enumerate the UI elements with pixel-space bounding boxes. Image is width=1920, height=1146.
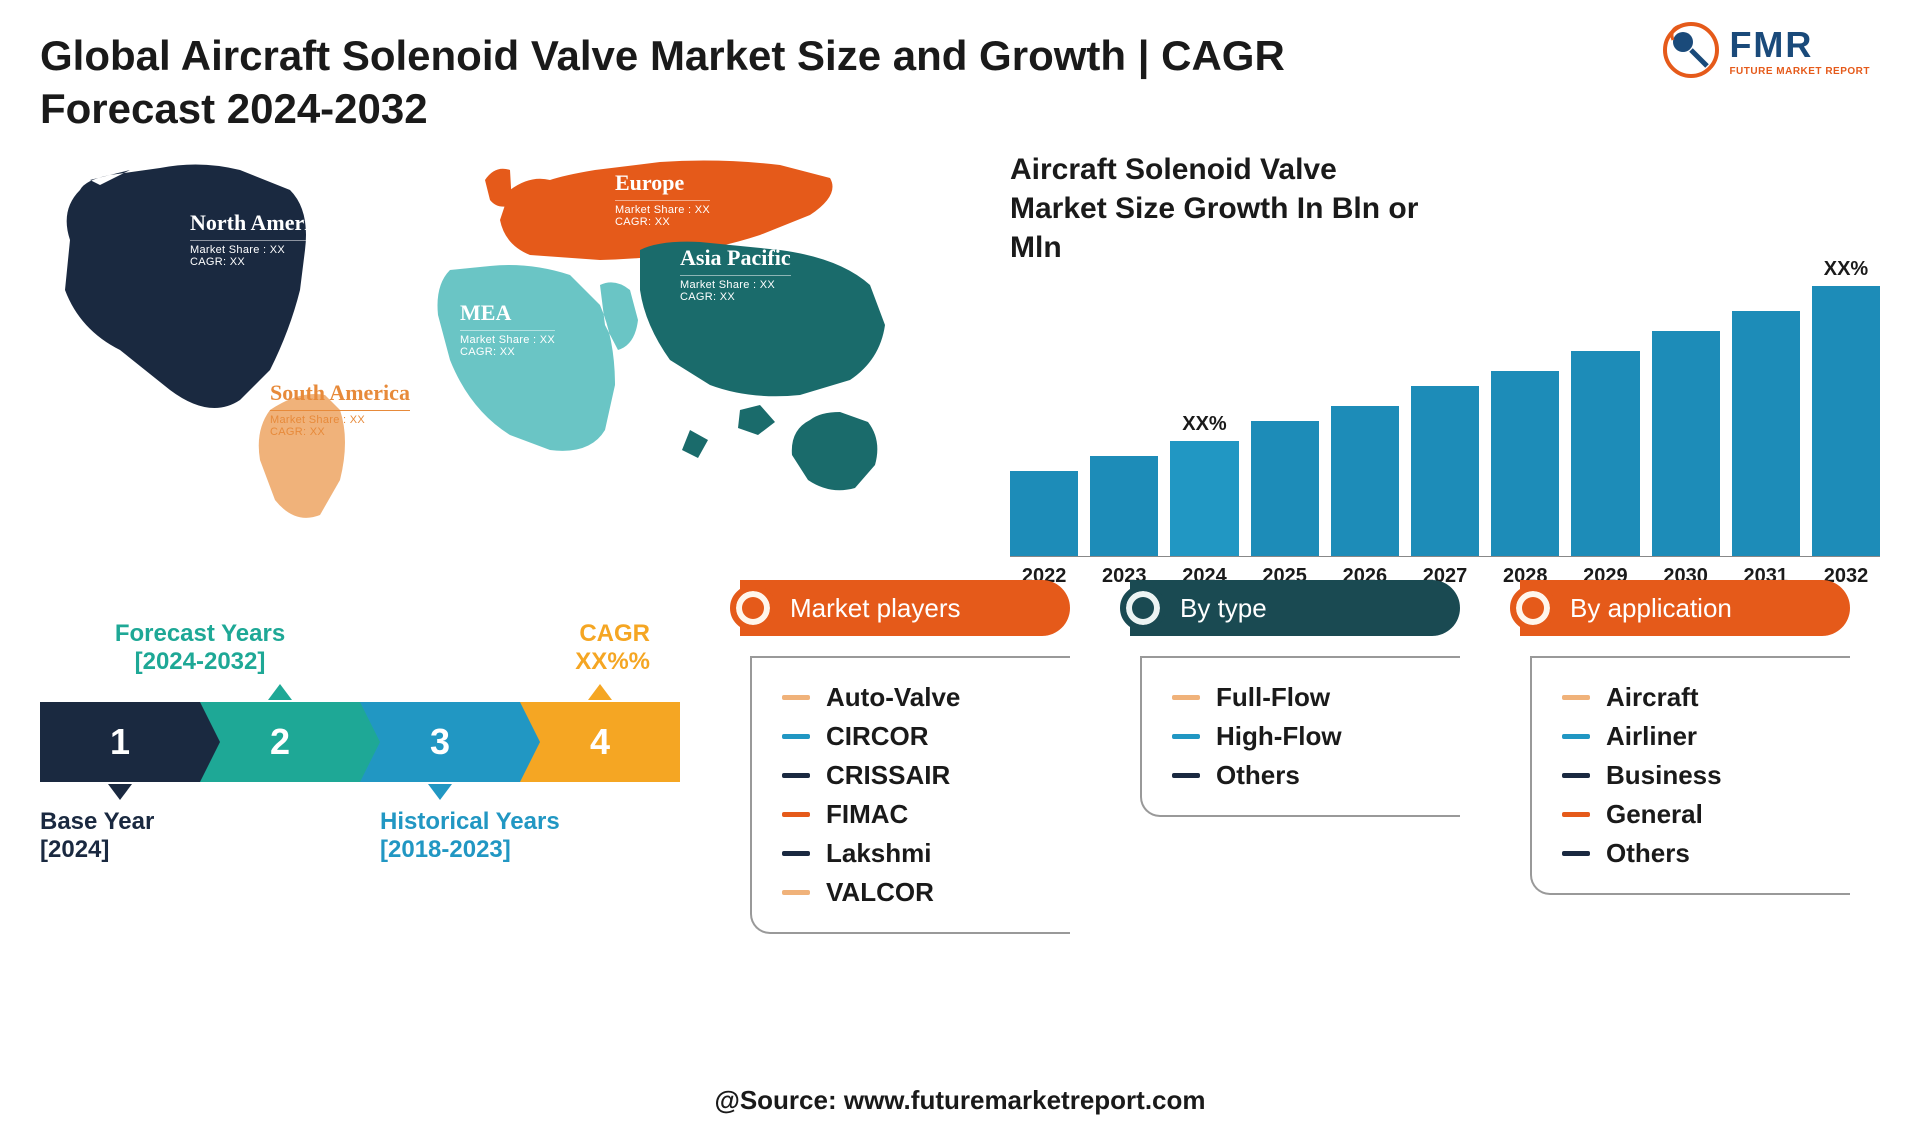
bar-top-label: XX%: [1182, 413, 1226, 436]
dash-icon: [1562, 695, 1590, 700]
segment-item-label: General: [1606, 799, 1703, 830]
dash-icon: [782, 812, 810, 817]
timeline-infographic: Forecast Years[2024-2032] CAGRXX%% 1 2 3…: [40, 620, 680, 864]
triangle-down-icon: [428, 784, 452, 800]
chart-bar: XX%: [1170, 441, 1238, 556]
dash-icon: [1562, 812, 1590, 817]
historical-years-label: Historical Years[2018-2023]: [360, 808, 680, 864]
segment-item-label: VALCOR: [826, 877, 934, 908]
segment-item: High-Flow: [1172, 717, 1460, 756]
world-map: North AmericaMarket Share : XXCAGR: XX So…: [40, 150, 960, 530]
segment-header: By application: [1520, 580, 1850, 636]
chart-bar: [1571, 351, 1639, 556]
segment-item-label: Others: [1216, 760, 1300, 791]
segment-item-label: Lakshmi: [826, 838, 932, 869]
chart-bar: [1090, 456, 1158, 556]
globe-magnify-icon: [1661, 20, 1721, 80]
dash-icon: [1172, 773, 1200, 778]
segment-item: Others: [1562, 834, 1850, 873]
dash-icon: [782, 851, 810, 856]
segment-box: By type Full-Flow High-Flow Others: [1120, 580, 1460, 934]
segment-item-label: CIRCOR: [826, 721, 929, 752]
fmr-logo: FMR FUTURE MARKET REPORT: [1661, 20, 1870, 80]
segment-item: VALCOR: [782, 873, 1070, 912]
timeline-seg-3: 3: [360, 702, 520, 782]
dash-icon: [782, 890, 810, 895]
segment-item: Lakshmi: [782, 834, 1070, 873]
chart-bar: [1652, 331, 1720, 556]
segment-item: Full-Flow: [1172, 678, 1460, 717]
chart-bar: [1010, 471, 1078, 556]
segment-body: Full-Flow High-Flow Others: [1140, 656, 1460, 817]
segment-item-label: Auto-Valve: [826, 682, 960, 713]
segment-box: By application Aircraft Airliner Business Ge…: [1510, 580, 1850, 934]
chart-bar: [1251, 421, 1319, 556]
segment-item-label: High-Flow: [1216, 721, 1342, 752]
segment-item-label: Airliner: [1606, 721, 1697, 752]
triangle-up-icon: [268, 684, 292, 700]
source-attribution: @Source: www.futuremarketreport.com: [714, 1085, 1205, 1116]
segment-body: Auto-Valve CIRCOR CRISSAIR FIMAC Lakshmi VALC…: [750, 656, 1070, 934]
segment-header: Market players: [740, 580, 1070, 636]
dash-icon: [1172, 734, 1200, 739]
segment-item: CRISSAIR: [782, 756, 1070, 795]
segment-box: Market players Auto-Valve CIRCOR CRISSAIR FI…: [730, 580, 1070, 934]
segment-boxes: Market players Auto-Valve CIRCOR CRISSAIR FI…: [730, 580, 1850, 934]
segment-item: Business: [1562, 756, 1850, 795]
segment-item: CIRCOR: [782, 717, 1070, 756]
segment-item: General: [1562, 795, 1850, 834]
base-year-label: Base Year[2024]: [40, 808, 360, 864]
chart-bars: XX% XX%: [1010, 277, 1880, 557]
logo-main: FMR: [1729, 24, 1870, 66]
dash-icon: [1172, 695, 1200, 700]
page-title: Global Aircraft Solenoid Valve Market Si…: [40, 30, 1340, 135]
region-label: Asia PacificMarket Share : XXCAGR: XX: [680, 245, 791, 303]
bar-top-label: XX%: [1824, 258, 1868, 281]
region-label: South AmericaMarket Share : XXCAGR: XX: [270, 380, 410, 438]
dash-icon: [1562, 851, 1590, 856]
segment-item-label: Aircraft: [1606, 682, 1698, 713]
dash-icon: [782, 695, 810, 700]
region-label: North AmericaMarket Share : XXCAGR: XX: [190, 210, 331, 268]
chart-bar: XX%: [1812, 286, 1880, 556]
dash-icon: [782, 734, 810, 739]
segment-body: Aircraft Airliner Business General Others: [1530, 656, 1850, 895]
timeline-bar: 1 2 3 4: [40, 702, 680, 782]
segment-item: Auto-Valve: [782, 678, 1070, 717]
chart-bar: [1331, 406, 1399, 556]
segment-header: By type: [1130, 580, 1460, 636]
segment-item-label: Others: [1606, 838, 1690, 869]
segment-item: Aircraft: [1562, 678, 1850, 717]
segment-item-label: Full-Flow: [1216, 682, 1330, 713]
chart-title: Aircraft Solenoid Valve Market Size Grow…: [1010, 150, 1430, 267]
segment-item-label: FIMAC: [826, 799, 908, 830]
region-label: EuropeMarket Share : XXCAGR: XX: [615, 170, 710, 228]
dash-icon: [782, 773, 810, 778]
segment-item-label: Business: [1606, 760, 1722, 791]
cagr-label: CAGRXX%%: [360, 620, 680, 676]
triangle-up-icon: [588, 684, 612, 700]
forecast-years-label: Forecast Years[2024-2032]: [40, 620, 360, 676]
segment-item: Others: [1172, 756, 1460, 795]
chart-bar: [1491, 371, 1559, 556]
segment-item: FIMAC: [782, 795, 1070, 834]
dash-icon: [1562, 773, 1590, 778]
region-label: MEAMarket Share : XXCAGR: XX: [460, 300, 555, 358]
timeline-seg-1: 1: [40, 702, 200, 782]
timeline-seg-4: 4: [520, 702, 680, 782]
chart-bar: [1732, 311, 1800, 556]
segment-item: Airliner: [1562, 717, 1850, 756]
triangle-down-icon: [108, 784, 132, 800]
logo-sub: FUTURE MARKET REPORT: [1729, 66, 1870, 77]
chart-bar: [1411, 386, 1479, 556]
segment-item-label: CRISSAIR: [826, 760, 950, 791]
growth-bar-chart: Aircraft Solenoid Valve Market Size Grow…: [1010, 150, 1880, 530]
timeline-seg-2: 2: [200, 702, 360, 782]
dash-icon: [1562, 734, 1590, 739]
